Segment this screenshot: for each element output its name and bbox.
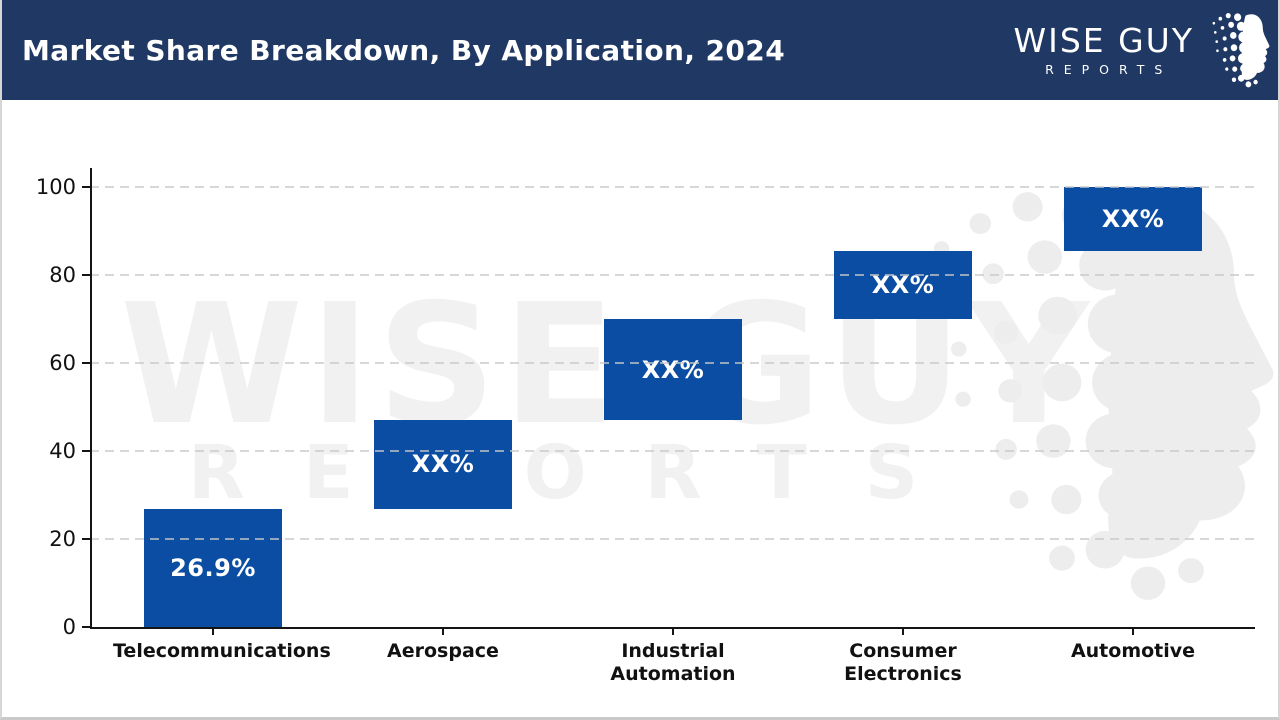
y-tick-mark bbox=[82, 186, 90, 188]
x-category-label: Consumer Electronics bbox=[844, 640, 962, 686]
y-tick-label: 20 bbox=[49, 527, 76, 551]
dotted-head-logo-icon bbox=[1212, 12, 1270, 88]
page-title: Market Share Breakdown, By Application, … bbox=[22, 33, 786, 67]
watermark-subtext: REPORTS bbox=[188, 430, 977, 516]
x-category-label: Aerospace bbox=[387, 640, 499, 662]
gridline bbox=[90, 274, 1255, 276]
brand-subname: REPORTS bbox=[1045, 61, 1173, 77]
brand-logo-text: WISE GUY REPORTS bbox=[1013, 24, 1194, 77]
bar-value-label: XX% bbox=[641, 355, 705, 384]
bar-value-label: XX% bbox=[411, 450, 475, 479]
x-category-label: Industrial Automation bbox=[610, 640, 736, 686]
bar-value-label: XX% bbox=[1101, 204, 1165, 233]
header-bar: Market Share Breakdown, By Application, … bbox=[2, 0, 1278, 100]
x-tick-mark bbox=[672, 629, 674, 635]
watermark-head-icon bbox=[933, 192, 1274, 600]
x-category-label: Telecommunications bbox=[113, 640, 331, 662]
y-tick-label: 100 bbox=[35, 175, 76, 199]
y-tick-mark bbox=[82, 626, 90, 628]
y-tick-label: 40 bbox=[49, 439, 76, 463]
gridline bbox=[90, 362, 1255, 364]
bar-value-label: 26.9% bbox=[170, 553, 256, 582]
gridline bbox=[90, 450, 1255, 452]
gridline bbox=[90, 186, 1255, 188]
waterfall-bar: 26.9% bbox=[144, 508, 282, 627]
waterfall-bar: XX% bbox=[1064, 187, 1202, 251]
waterfall-bar: XX% bbox=[604, 319, 742, 421]
y-axis-line bbox=[90, 168, 92, 629]
x-tick-mark bbox=[442, 629, 444, 635]
gridline bbox=[90, 538, 1255, 540]
x-axis-line bbox=[90, 627, 1255, 629]
y-tick-mark bbox=[82, 362, 90, 364]
waterfall-bar: XX% bbox=[374, 420, 512, 509]
y-tick-label: 0 bbox=[62, 615, 76, 639]
brand-name: WISE GUY bbox=[1013, 20, 1194, 60]
y-tick-mark bbox=[82, 538, 90, 540]
x-category-label: Automotive bbox=[1070, 640, 1196, 662]
brand-logo: WISE GUY REPORTS bbox=[1013, 8, 1270, 92]
y-tick-mark bbox=[82, 274, 90, 276]
x-tick-mark bbox=[902, 629, 904, 635]
x-tick-mark bbox=[1132, 629, 1134, 635]
waterfall-bar: XX% bbox=[834, 250, 972, 319]
y-tick-label: 60 bbox=[49, 351, 76, 375]
y-tick-mark bbox=[82, 450, 90, 452]
y-tick-label: 80 bbox=[49, 263, 76, 287]
x-tick-mark bbox=[212, 629, 214, 635]
